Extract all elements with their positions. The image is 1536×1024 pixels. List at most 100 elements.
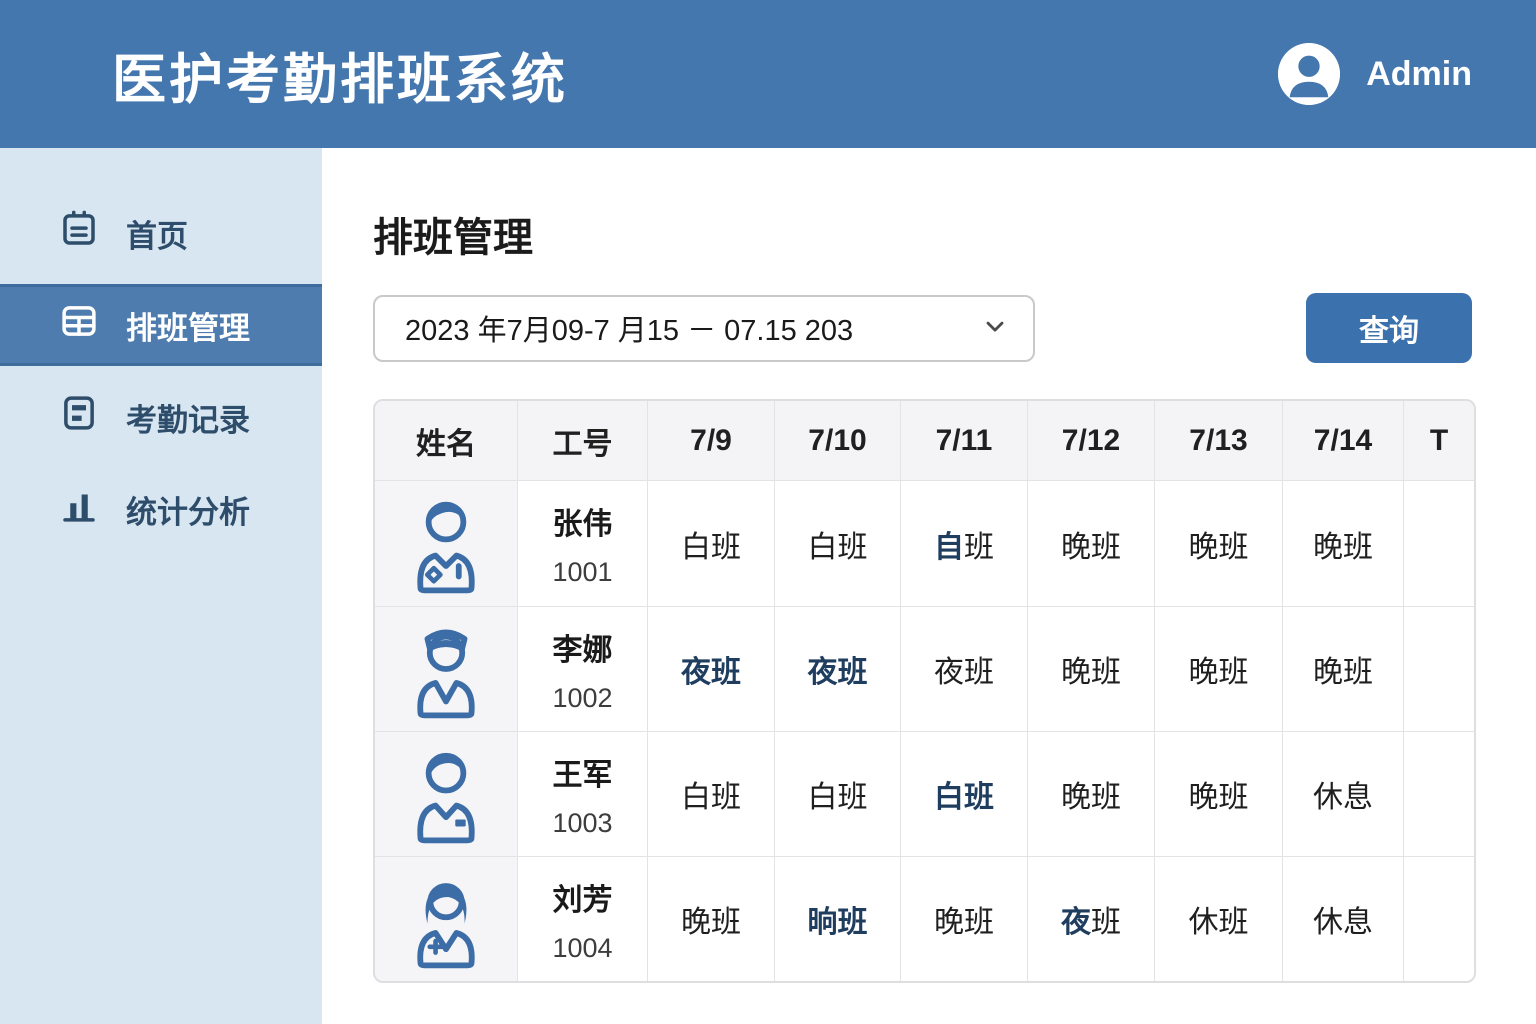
shift-cell[interactable]: 夜班: [647, 606, 774, 731]
column-header: 7/11: [900, 401, 1027, 481]
shift-label: 晚班: [1313, 656, 1373, 689]
shift-cell[interactable]: 晚班: [1154, 606, 1282, 731]
shift-label: 晚班: [1188, 781, 1249, 814]
shift-cell[interactable]: [1403, 731, 1474, 856]
column-header: T: [1403, 401, 1474, 481]
bar-chart-icon: [58, 484, 100, 534]
staff-name: 刘芳: [552, 883, 613, 917]
staff-info-cell: 王军 1003: [517, 731, 647, 856]
nurse-avatar-icon: [417, 629, 475, 719]
page-title: 排班管理: [373, 216, 533, 260]
staff-id: 1002: [552, 682, 613, 713]
shift-label: 夜班: [807, 656, 868, 689]
staff-name: 王军: [552, 758, 613, 792]
shift-label: 休息: [1313, 906, 1373, 939]
shift-cell[interactable]: 夜班: [774, 606, 900, 731]
sidebar: 首页 排班管理 考勤记录: [0, 148, 322, 1024]
shift-cell[interactable]: 自班: [900, 481, 1027, 606]
shift-label: 晚班: [1061, 656, 1121, 689]
shift-cell[interactable]: 白班: [900, 731, 1027, 856]
shift-label: 晌班: [807, 906, 868, 939]
app-title: 医护考勤排班系统: [112, 49, 568, 110]
shift-cell[interactable]: 晚班: [647, 856, 774, 981]
shift-cell[interactable]: 晚班: [1027, 731, 1154, 856]
shift-cell[interactable]: 晚班: [1027, 481, 1154, 606]
shift-cell[interactable]: 夜班: [900, 606, 1027, 731]
week-select-value: 2023 年7月09-7 月15 － 07.15 203: [405, 315, 854, 347]
shift-label: 晚班: [681, 906, 741, 939]
shift-label: 白班: [807, 781, 868, 814]
controls-row: 2023 年7月09-7 月15 － 07.15 203 查询: [373, 293, 1472, 363]
shift-label: 自: [934, 530, 964, 564]
shift-cell[interactable]: 白班: [647, 731, 774, 856]
shift-cell[interactable]: 休息: [1282, 856, 1403, 981]
table-row: 刘芳 1004 晚班 晌班 晚班 夜班 休班 休息: [375, 856, 1474, 981]
shift-cell[interactable]: 白班: [647, 481, 774, 606]
shift-label: 晚班: [1313, 530, 1373, 564]
shift-cell[interactable]: 夜班: [1027, 856, 1154, 981]
user-menu[interactable]: Admin: [1278, 43, 1472, 105]
table-body: 张伟 1001 白班 白班 自班 晚班 晚班 晚班 李娜 1002 夜班 夜班 夜班 晚班 晚班 晚班 王军…: [375, 481, 1474, 981]
staff-avatar-cell: [375, 731, 517, 856]
shift-cell[interactable]: [1403, 606, 1474, 731]
sidebar-item-schedule[interactable]: 排班管理: [0, 284, 322, 366]
shift-cell[interactable]: 晚班: [1027, 606, 1154, 731]
female-nurse-avatar-icon: [417, 883, 475, 969]
sidebar-item-stats[interactable]: 统计分析: [0, 468, 322, 550]
shift-cell[interactable]: 晚班: [1282, 481, 1403, 606]
staff-name: 张伟: [552, 508, 613, 541]
home-icon: [58, 208, 100, 258]
shift-cell[interactable]: 休班: [1154, 856, 1282, 981]
table-head: 姓名 工号 7/9 7/10 7/11 7/12 7/13 7/14 T: [375, 401, 1474, 481]
sidebar-item-records[interactable]: 考勤记录: [0, 376, 322, 458]
staff-info-cell: 李娜 1002: [517, 606, 647, 731]
sidebar-item-home[interactable]: 首页: [0, 192, 322, 274]
shift-cell[interactable]: 休息: [1282, 731, 1403, 856]
column-header: 7/13: [1154, 401, 1282, 481]
column-header: 7/12: [1027, 401, 1154, 481]
shift-label: 晚班: [934, 906, 994, 939]
shift-label: 晚班: [1188, 656, 1249, 689]
shift-label: 班: [1091, 906, 1121, 939]
staff-info-cell: 张伟 1001: [517, 481, 647, 606]
shift-label: 夜班: [681, 656, 741, 689]
shift-cell[interactable]: 白班: [774, 481, 900, 606]
shift-cell[interactable]: 白班: [774, 731, 900, 856]
shift-label: 白班: [681, 530, 741, 564]
schedule-table: 姓名 工号 7/9 7/10 7/11 7/12 7/13 7/14 T 张伟 1001 白班 白班自…: [373, 399, 1476, 983]
column-header: 7/9: [647, 401, 774, 481]
admin-avatar-icon: [1278, 43, 1341, 105]
doctor-avatar-icon: [417, 501, 475, 593]
column-header: 7/10: [774, 401, 900, 481]
staff-name: 李娜: [552, 633, 613, 667]
query-button[interactable]: 查询: [1306, 293, 1472, 363]
shift-label: 晚班: [1061, 781, 1121, 814]
shift-label: 夜: [1061, 906, 1091, 939]
shift-label: 白班: [681, 781, 741, 814]
shift-cell[interactable]: 晚班: [900, 856, 1027, 981]
user-name: Admin: [1366, 54, 1472, 93]
week-select-dropdown[interactable]: 2023 年7月09-7 月15 － 07.15 203: [373, 294, 1035, 362]
staff-info-cell: 刘芳 1004: [517, 856, 647, 981]
shift-cell[interactable]: 晚班: [1282, 606, 1403, 731]
schedule-table-wrap: 姓名 工号 7/9 7/10 7/11 7/12 7/13 7/14 T 张伟 1001 白班 白班自…: [373, 399, 1476, 983]
shift-cell[interactable]: 晚班: [1154, 481, 1282, 606]
shift-cell[interactable]: 晚班: [1154, 731, 1282, 856]
staff-avatar-cell: [375, 606, 517, 731]
shift-label: 晚班: [1188, 530, 1249, 564]
column-header: 工号: [517, 401, 647, 481]
shift-label: 休息: [1313, 781, 1373, 814]
table-row: 王军 1003 白班 白班 白班 晚班 晚班 休息: [375, 731, 1474, 856]
shift-label: 白班: [807, 530, 868, 564]
shift-label: 晚班: [1061, 530, 1121, 564]
shift-cell[interactable]: [1403, 481, 1474, 606]
staff-id: 1004: [552, 932, 613, 963]
staff-id: 1001: [552, 557, 613, 587]
sidebar-item-label: 统计分析: [126, 494, 250, 530]
male-staff-avatar-icon: [417, 752, 475, 844]
shift-cell[interactable]: 晌班: [774, 856, 900, 981]
column-header: 姓名: [375, 401, 517, 481]
sidebar-item-label: 首页: [126, 218, 188, 254]
header-row: 姓名 工号 7/9 7/10 7/11 7/12 7/13 7/14 T: [375, 401, 1474, 481]
shift-cell[interactable]: [1403, 856, 1474, 981]
